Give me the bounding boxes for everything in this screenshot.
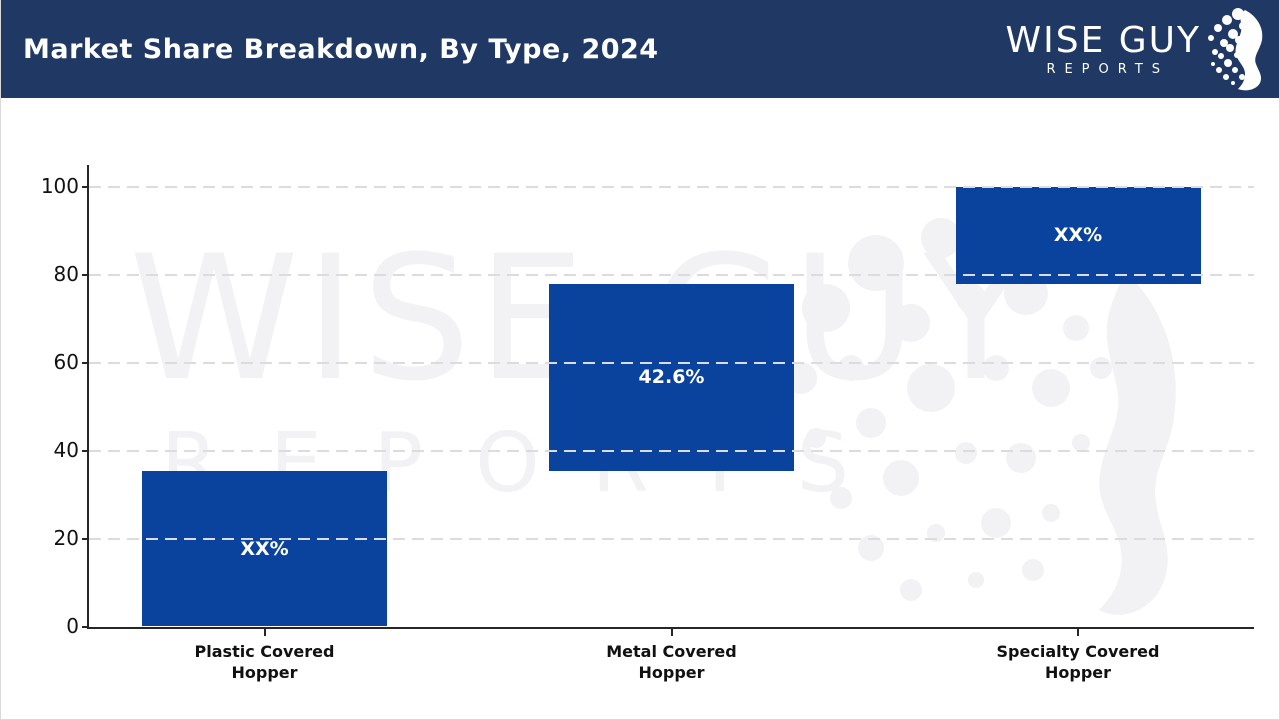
- y-axis-tick-40: [82, 449, 89, 452]
- logo-wordmark: WISE GUY: [1005, 19, 1201, 61]
- bar-plastic-covered-hopper: XX%: [142, 470, 387, 627]
- x-axis-tick-1: [670, 627, 673, 636]
- gridline-60: [89, 361, 1254, 364]
- wise-guy-logo: WISE GUY REPORTS: [1006, 6, 1280, 92]
- bar-value-label: 42.6%: [638, 366, 705, 389]
- header-bar: Market Share Breakdown, By Type, 2024 WI…: [1, 0, 1280, 98]
- bar-metal-covered-hopper: 42.6%: [549, 283, 794, 471]
- x-axis-tick-2: [1077, 627, 1079, 636]
- y-axis-tick-0: [82, 625, 89, 628]
- logo-subtitle: REPORTS: [1046, 61, 1170, 77]
- y-axis-tick-60: [82, 361, 89, 364]
- x-axis-label-1: Metal Covered Hopper: [606, 641, 737, 682]
- gridline-80: [89, 273, 1254, 276]
- y-axis-line: [87, 164, 89, 629]
- page-title: Market Share Breakdown, By Type, 2024: [23, 33, 659, 65]
- y-axis-label-80: 80: [53, 261, 79, 286]
- gridline-20: [89, 537, 1254, 540]
- y-axis-tick-20: [82, 537, 89, 540]
- bar-value-label: XX%: [240, 537, 289, 560]
- y-axis-label-60: 60: [53, 349, 79, 374]
- gridline-40: [89, 449, 1254, 452]
- y-axis-tick-80: [82, 273, 89, 276]
- chart-canvas: WISE GUY REPORTS 020406080100XX%42.6%XX%…: [1, 98, 1279, 719]
- logo-text: WISE GUY REPORTS: [1005, 19, 1202, 77]
- y-axis-label-0: 0: [66, 613, 79, 638]
- logo-face-icon: [1208, 8, 1263, 91]
- x-axis-tick-0: [263, 627, 266, 636]
- watermark-face-icon: [785, 218, 1176, 615]
- bar-value-label: XX%: [1053, 224, 1103, 247]
- x-axis-label-0: Plastic Covered Hopper: [194, 641, 335, 682]
- y-axis-label-20: 20: [53, 525, 79, 550]
- y-axis-tick-100: [82, 186, 89, 188]
- x-axis-line: [87, 626, 1254, 629]
- y-axis-label-40: 40: [53, 437, 79, 462]
- x-axis-label-2: Specialty Covered Hopper: [996, 641, 1160, 682]
- y-axis-label-100: 100: [40, 174, 79, 198]
- gridline-100: [89, 186, 1254, 188]
- bar-specialty-covered-hopper: XX%: [955, 187, 1201, 284]
